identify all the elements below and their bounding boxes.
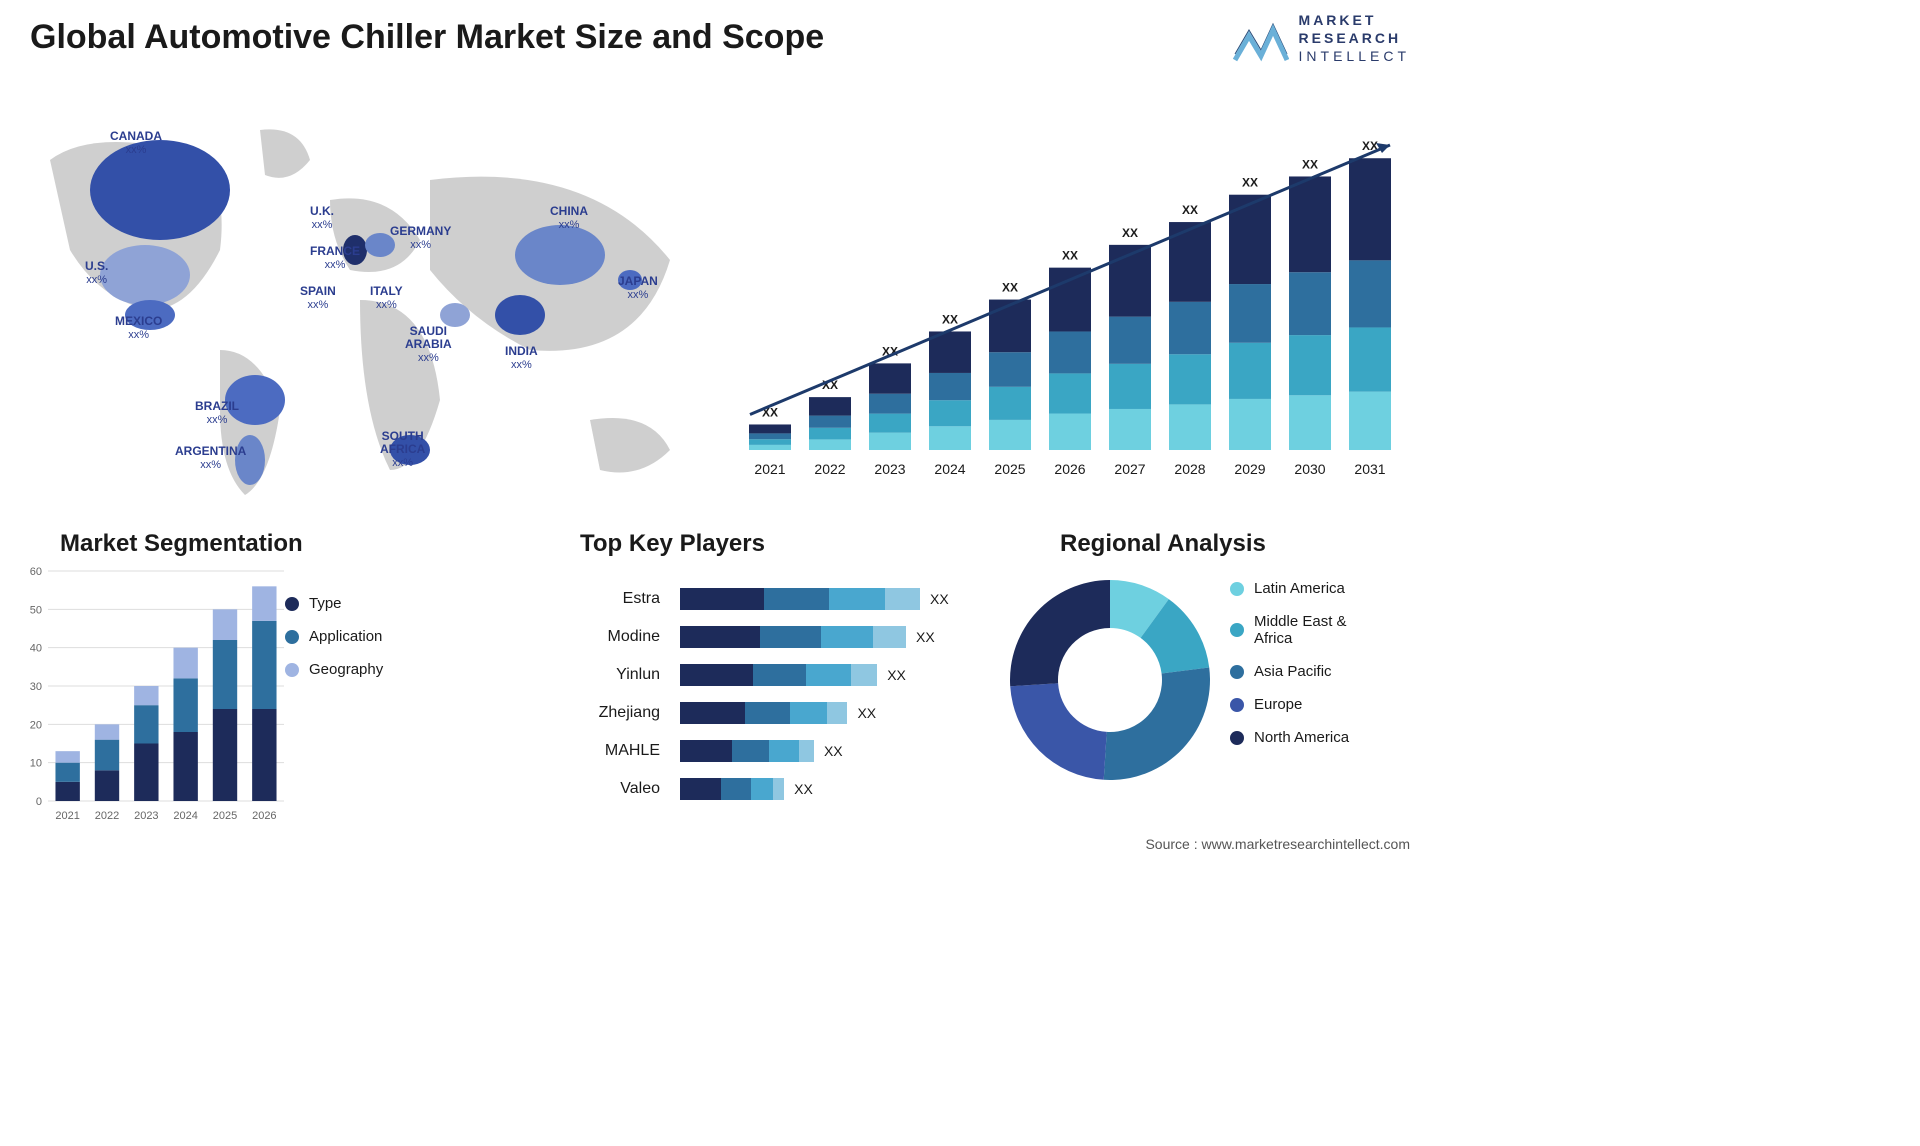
key-player-mahle: MAHLE	[560, 732, 660, 770]
map-label-argentina: ARGENTINAxx%	[175, 445, 246, 471]
svg-text:2031: 2031	[1354, 461, 1385, 477]
map-label-south-africa: SOUTHAFRICAxx%	[380, 430, 425, 470]
region-legend-north-america: North America	[1230, 729, 1349, 746]
segmentation-legend: Type Application Geography	[285, 595, 383, 694]
svg-text:2025: 2025	[213, 810, 237, 822]
map-label-china: CHINAxx%	[550, 205, 588, 231]
map-label-germany: GERMANYxx%	[390, 225, 451, 251]
svg-text:2029: 2029	[1234, 461, 1265, 477]
svg-text:2026: 2026	[252, 810, 276, 822]
svg-text:XX: XX	[1062, 249, 1078, 263]
key-players-title: Top Key Players	[580, 530, 765, 558]
brand-logo: MARKET RESEARCH INTELLECT	[1233, 10, 1410, 66]
svg-text:2021: 2021	[55, 810, 79, 822]
map-label-u-s-: U.S.xx%	[85, 260, 108, 286]
svg-text:2021: 2021	[754, 461, 785, 477]
svg-text:XX: XX	[1002, 281, 1018, 295]
region-legend-middle-east-africa: Middle East &Africa	[1230, 613, 1349, 647]
logo-line3: INTELLECT	[1299, 47, 1410, 65]
map-svg	[30, 100, 690, 500]
map-label-canada: CANADAxx%	[110, 130, 162, 156]
map-label-france: FRANCExx%	[310, 245, 360, 271]
map-label-india: INDIAxx%	[505, 345, 538, 371]
map-label-spain: SPAINxx%	[300, 285, 336, 311]
map-label-brazil: BRAZILxx%	[195, 400, 239, 426]
regional-donut	[1000, 570, 1220, 790]
key-player-bar-zhejiang: XX	[680, 694, 960, 732]
svg-text:2026: 2026	[1054, 461, 1085, 477]
svg-text:2022: 2022	[814, 461, 845, 477]
svg-text:10: 10	[30, 758, 42, 770]
key-player-bar-valeo: XX	[680, 770, 960, 808]
svg-text:2022: 2022	[95, 810, 119, 822]
regional-legend: Latin America Middle East &Africa Asia Pac…	[1230, 580, 1349, 762]
svg-text:2023: 2023	[134, 810, 158, 822]
region-legend-asia-pacific: Asia Pacific	[1230, 663, 1349, 680]
seg-legend-type: Type	[285, 595, 383, 612]
page-title: Global Automotive Chiller Market Size an…	[30, 18, 824, 57]
logo-line1: MARKET	[1299, 11, 1410, 29]
svg-text:2024: 2024	[173, 810, 197, 822]
svg-text:2025: 2025	[994, 461, 1025, 477]
svg-text:2024: 2024	[934, 461, 965, 477]
seg-legend-geography: Geography	[285, 661, 383, 678]
main-growth-chart: XX 2021 XX 2022 XX 2023 XX 2024 XX 2025 XX 2026 XX 20…	[730, 100, 1410, 480]
svg-text:2030: 2030	[1294, 461, 1325, 477]
key-player-estra: Estra	[560, 580, 660, 618]
seg-legend-application: Application	[285, 628, 383, 645]
key-players-bars: XXXXXXXXXXXX	[680, 580, 960, 808]
key-player-yinlun: Yinlun	[560, 656, 660, 694]
svg-text:20: 20	[30, 719, 42, 731]
svg-text:XX: XX	[1242, 176, 1258, 190]
svg-text:XX: XX	[1182, 203, 1198, 217]
segmentation-title: Market Segmentation	[60, 530, 303, 558]
svg-text:0: 0	[36, 796, 42, 808]
map-label-japan: JAPANxx%	[618, 275, 658, 301]
key-player-bar-modine: XX	[680, 618, 960, 656]
map-label-italy: ITALYxx%	[370, 285, 403, 311]
svg-text:60: 60	[30, 566, 42, 578]
svg-text:2027: 2027	[1114, 461, 1145, 477]
svg-text:XX: XX	[1122, 226, 1138, 240]
map-label-saudi-arabia: SAUDIARABIAxx%	[405, 325, 452, 365]
key-player-modine: Modine	[560, 618, 660, 656]
map-label-u-k-: U.K.xx%	[310, 205, 334, 231]
svg-text:XX: XX	[942, 312, 958, 326]
svg-text:30: 30	[30, 681, 42, 693]
segmentation-chart: 0 10 20 30 40 50 60 2021 2022 2023 2024 2025 2026	[20, 565, 290, 825]
logo-line2: RESEARCH	[1299, 29, 1410, 47]
svg-text:XX: XX	[1302, 157, 1318, 171]
svg-text:2028: 2028	[1174, 461, 1205, 477]
region-legend-europe: Europe	[1230, 696, 1349, 713]
key-players-names: EstraModineYinlunZhejiangMAHLEValeo	[560, 580, 660, 808]
region-legend-latin-america: Latin America	[1230, 580, 1349, 597]
svg-text:50: 50	[30, 604, 42, 616]
key-player-valeo: Valeo	[560, 770, 660, 808]
svg-text:2023: 2023	[874, 461, 905, 477]
key-player-bar-mahle: XX	[680, 732, 960, 770]
regional-title: Regional Analysis	[1060, 530, 1266, 558]
source-text: Source : www.marketresearchintellect.com	[1145, 836, 1410, 852]
map-label-mexico: MEXICOxx%	[115, 315, 162, 341]
world-map: CANADAxx% U.S.xx% MEXICOxx% BRAZILxx% ARGENT…	[30, 100, 690, 500]
svg-text:40: 40	[30, 643, 42, 655]
key-player-zhejiang: Zhejiang	[560, 694, 660, 732]
logo-icon	[1233, 10, 1289, 66]
key-player-bar-yinlun: XX	[680, 656, 960, 694]
key-player-bar-estra: XX	[680, 580, 960, 618]
